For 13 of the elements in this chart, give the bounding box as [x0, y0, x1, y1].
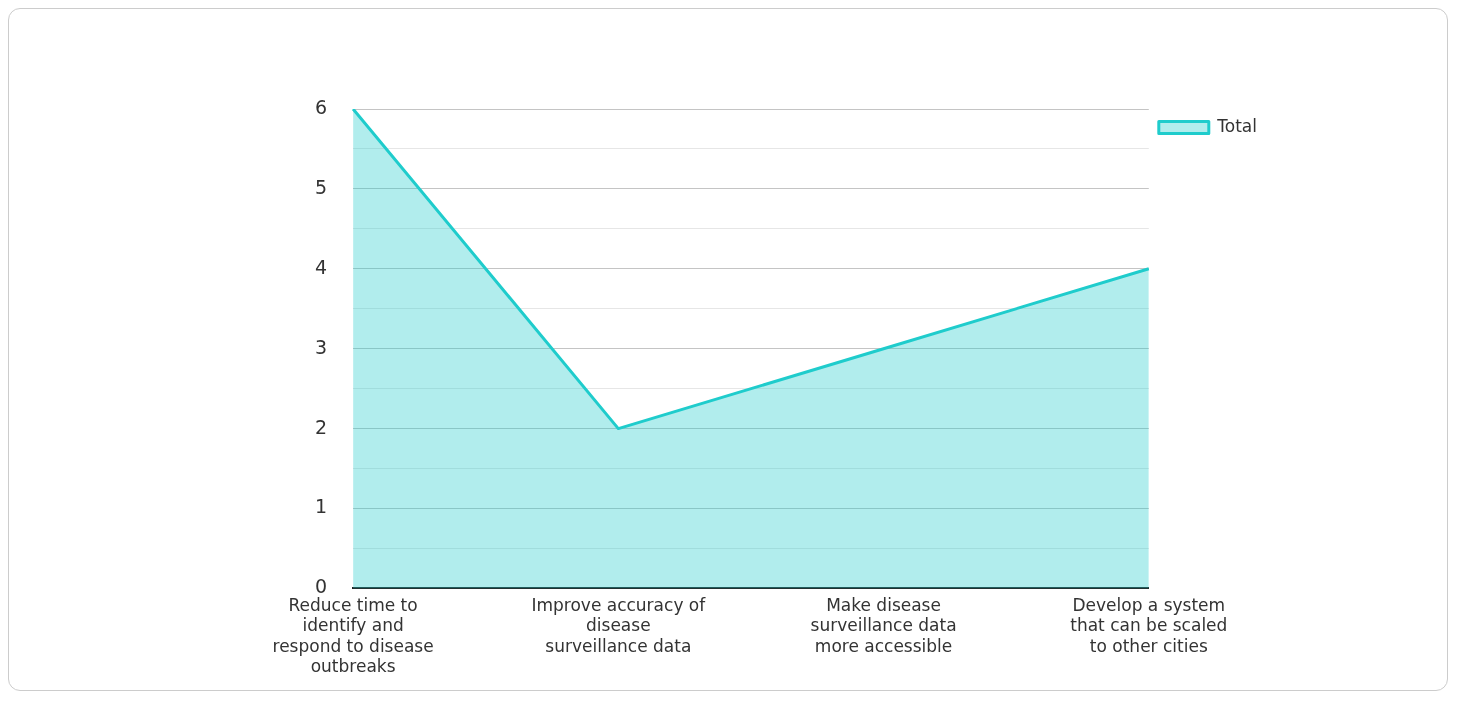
y-tick-label: 3 — [314, 335, 328, 358]
y-tick-label: 2 — [314, 415, 328, 438]
y-tick-label: 1 — [314, 495, 328, 518]
x-tick-label: Improve accuracy of disease surveillance data — [531, 595, 707, 656]
x-tick-label: Develop a system that can be scaled to other cities — [1070, 595, 1228, 656]
x-tick-label: Reduce time to identify and respond to disease outbreaks — [272, 595, 434, 677]
y-tick-label: 0 — [314, 575, 328, 598]
y-tick-label: 4 — [314, 255, 328, 278]
card-frame: Total Reduce time to identify and respond to disease outbreaks Improve accuracy of disease surveillance data Make disease surveillance data more accessible Develop a system that can be scaled to other cities 0 1 2 3 4 5 6 — [8, 8, 1448, 691]
y-tick-label: 5 — [314, 175, 328, 198]
y-tick-label: 6 — [314, 95, 328, 118]
x-tick-label: Make disease surveillance data more accessible — [810, 595, 957, 656]
legend-label: Total — [1216, 115, 1257, 136]
